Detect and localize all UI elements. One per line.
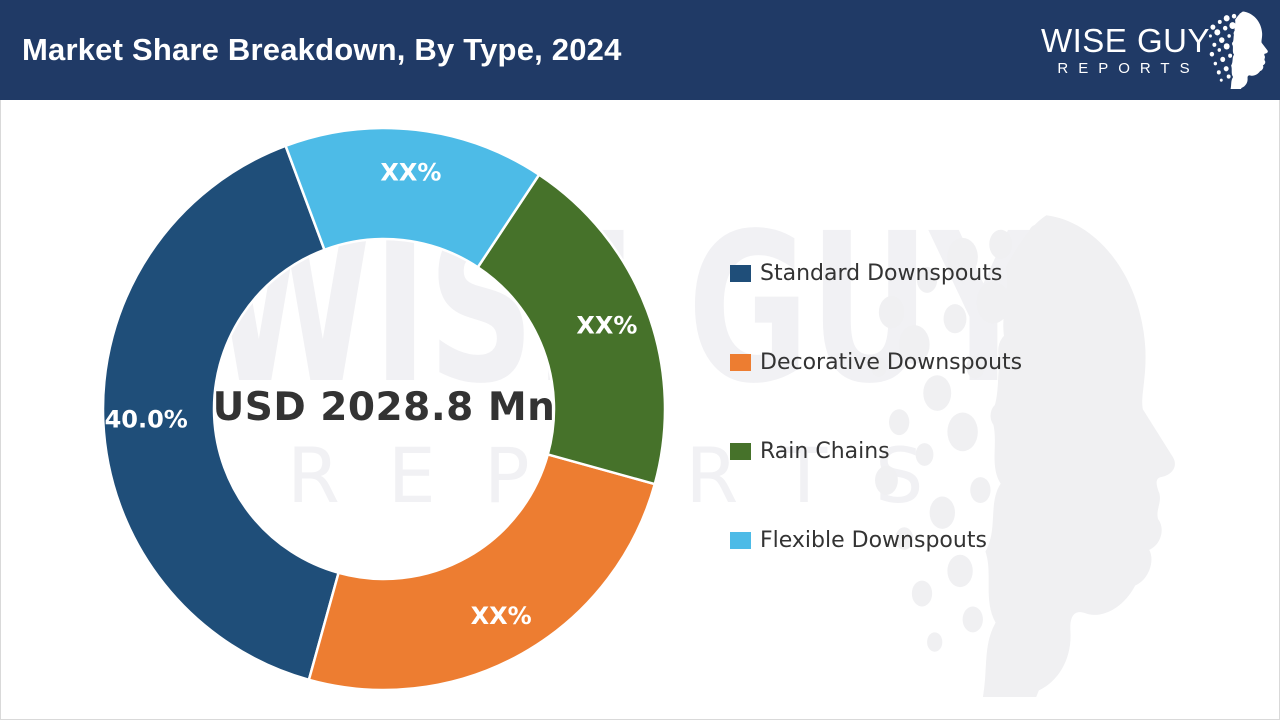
slice-percent-label-decorative-downspouts: XX% — [471, 602, 532, 630]
legend-swatch-flexible-downspouts — [730, 531, 751, 549]
legend-label: Decorative Downspouts — [760, 349, 1023, 375]
legend-item-decorative-downspouts: Decorative Downspouts — [730, 349, 1022, 375]
wise-guy-logo: WISE GUY REPORTS — [1041, 6, 1270, 94]
pie-slice-standard-downspouts — [101, 144, 341, 682]
chart-area: WISE GUY REPORTS 40.0%XX%XX%XX% USD 2028… — [0, 100, 1280, 720]
chart-center-value: USD 2028.8 Mn — [212, 385, 556, 430]
slice-percent-label-rain-chains: XX% — [576, 312, 637, 340]
legend-swatch-standard-downspouts — [730, 264, 751, 282]
chart-legend: Standard Downspouts Decorative Downspout… — [730, 260, 1022, 553]
slice-percent-label-standard-downspouts: 40.0% — [105, 405, 188, 433]
legend-label: Rain Chains — [760, 438, 890, 464]
pie-slice-rain-chains — [476, 172, 667, 486]
wise-guy-head-icon — [1208, 11, 1268, 89]
slice-percent-label-flexible-downspouts: XX% — [380, 159, 441, 187]
page-title: Market Share Breakdown, By Type, 2024 — [22, 32, 622, 67]
legend-item-rain-chains: Rain Chains — [730, 438, 1022, 464]
legend-item-flexible-downspouts: Flexible Downspouts — [730, 527, 1022, 553]
logo-wordmark-main: WISE GUY — [1040, 21, 1210, 59]
pie-slice-flexible-downspouts — [283, 126, 541, 269]
legend-label: Standard Downspouts — [760, 260, 1003, 286]
legend-item-standard-downspouts: Standard Downspouts — [730, 260, 1022, 286]
header-bar: Market Share Breakdown, By Type, 2024 WI… — [0, 0, 1280, 100]
legend-label: Flexible Downspouts — [760, 527, 987, 553]
donut-chart: 40.0% XX% XX% XX% — [101, 126, 667, 692]
logo-wordmark-sub: REPORTS — [1057, 59, 1200, 77]
legend-swatch-rain-chains — [730, 442, 751, 460]
logo-wordmark: WISE GUY REPORTS — [1041, 24, 1210, 77]
pie-slice-decorative-downspouts — [307, 452, 657, 692]
legend-swatch-decorative-downspouts — [730, 353, 751, 371]
